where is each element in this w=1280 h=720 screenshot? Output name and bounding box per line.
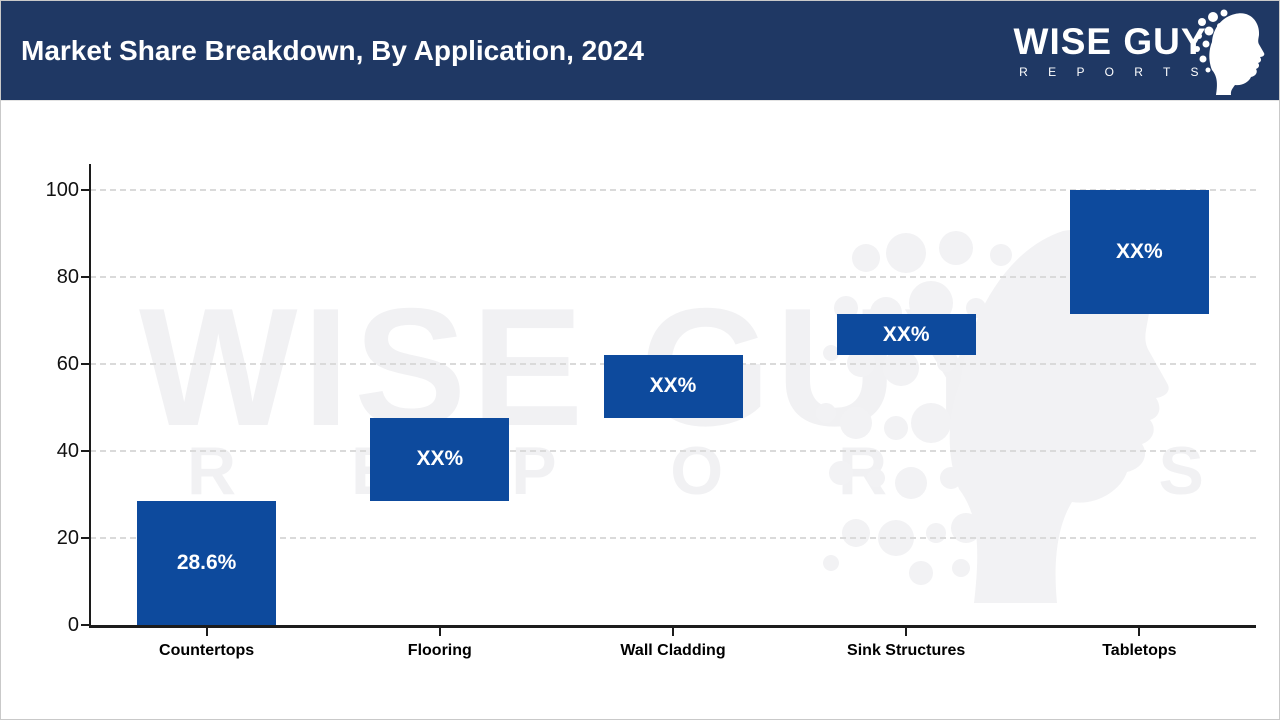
- bar-sink-structures: XX%: [836, 314, 976, 355]
- x-tick-mark: [905, 628, 908, 636]
- y-tick-label: 0: [67, 614, 79, 636]
- bar-value-label: XX%: [882, 322, 930, 346]
- brand-logo: WISE GUY R E P O R T S: [1013, 7, 1267, 95]
- y-tick-label: 100: [45, 179, 79, 201]
- x-tick-mark: [205, 628, 208, 636]
- x-tick-mark: [438, 628, 441, 636]
- x-category-label: Sink Structures: [847, 642, 966, 659]
- y-tick-label: 20: [56, 527, 79, 549]
- y-tick-label: 80: [56, 266, 79, 288]
- x-category-label: Tabletops: [1102, 642, 1177, 659]
- x-category-label: Wall Cladding: [620, 642, 726, 659]
- brand-logo-name: WISE GUY: [1013, 21, 1207, 63]
- chart-title: Market Share Breakdown, By Application, …: [21, 35, 644, 66]
- bar-wall-cladding: XX%: [603, 354, 743, 418]
- bar-value-label: XX%: [416, 447, 464, 471]
- bar-value-label: 28.6%: [176, 550, 237, 574]
- bar-flooring: XX%: [370, 417, 510, 501]
- brand-logo-text: WISE GUY R E P O R T S: [1013, 21, 1207, 79]
- bar-value-label: XX%: [1116, 240, 1163, 264]
- y-tick-label: 40: [56, 440, 79, 462]
- x-tick-mark: [1138, 628, 1141, 636]
- header-bar: Market Share Breakdown, By Application, …: [1, 1, 1279, 101]
- y-gridline: [90, 537, 1256, 539]
- x-category-label: Countertops: [159, 642, 255, 659]
- brand-head-icon: [1194, 9, 1265, 95]
- x-category-label: Flooring: [407, 642, 472, 659]
- y-tick-mark: [81, 624, 90, 626]
- y-tick-mark: [81, 363, 90, 365]
- y-tick-mark: [81, 189, 90, 191]
- y-gridline: [90, 276, 1256, 278]
- x-axis-line: [89, 625, 1256, 628]
- y-axis-line: [89, 164, 91, 628]
- y-gridline: [90, 450, 1256, 452]
- brand-logo-subtitle: R E P O R T S: [1019, 64, 1207, 79]
- bar-tabletops: XX%: [1069, 190, 1209, 315]
- bar-countertops: 28.6%: [137, 500, 277, 625]
- bar-value-label: XX%: [649, 374, 697, 398]
- watermark-face-icon: [816, 229, 1169, 603]
- y-tick-label: 60: [56, 353, 79, 375]
- y-tick-mark: [81, 276, 90, 278]
- y-tick-mark: [81, 537, 90, 539]
- y-gridline: [90, 189, 1256, 191]
- x-tick-mark: [672, 628, 674, 636]
- y-tick-mark: [81, 450, 90, 452]
